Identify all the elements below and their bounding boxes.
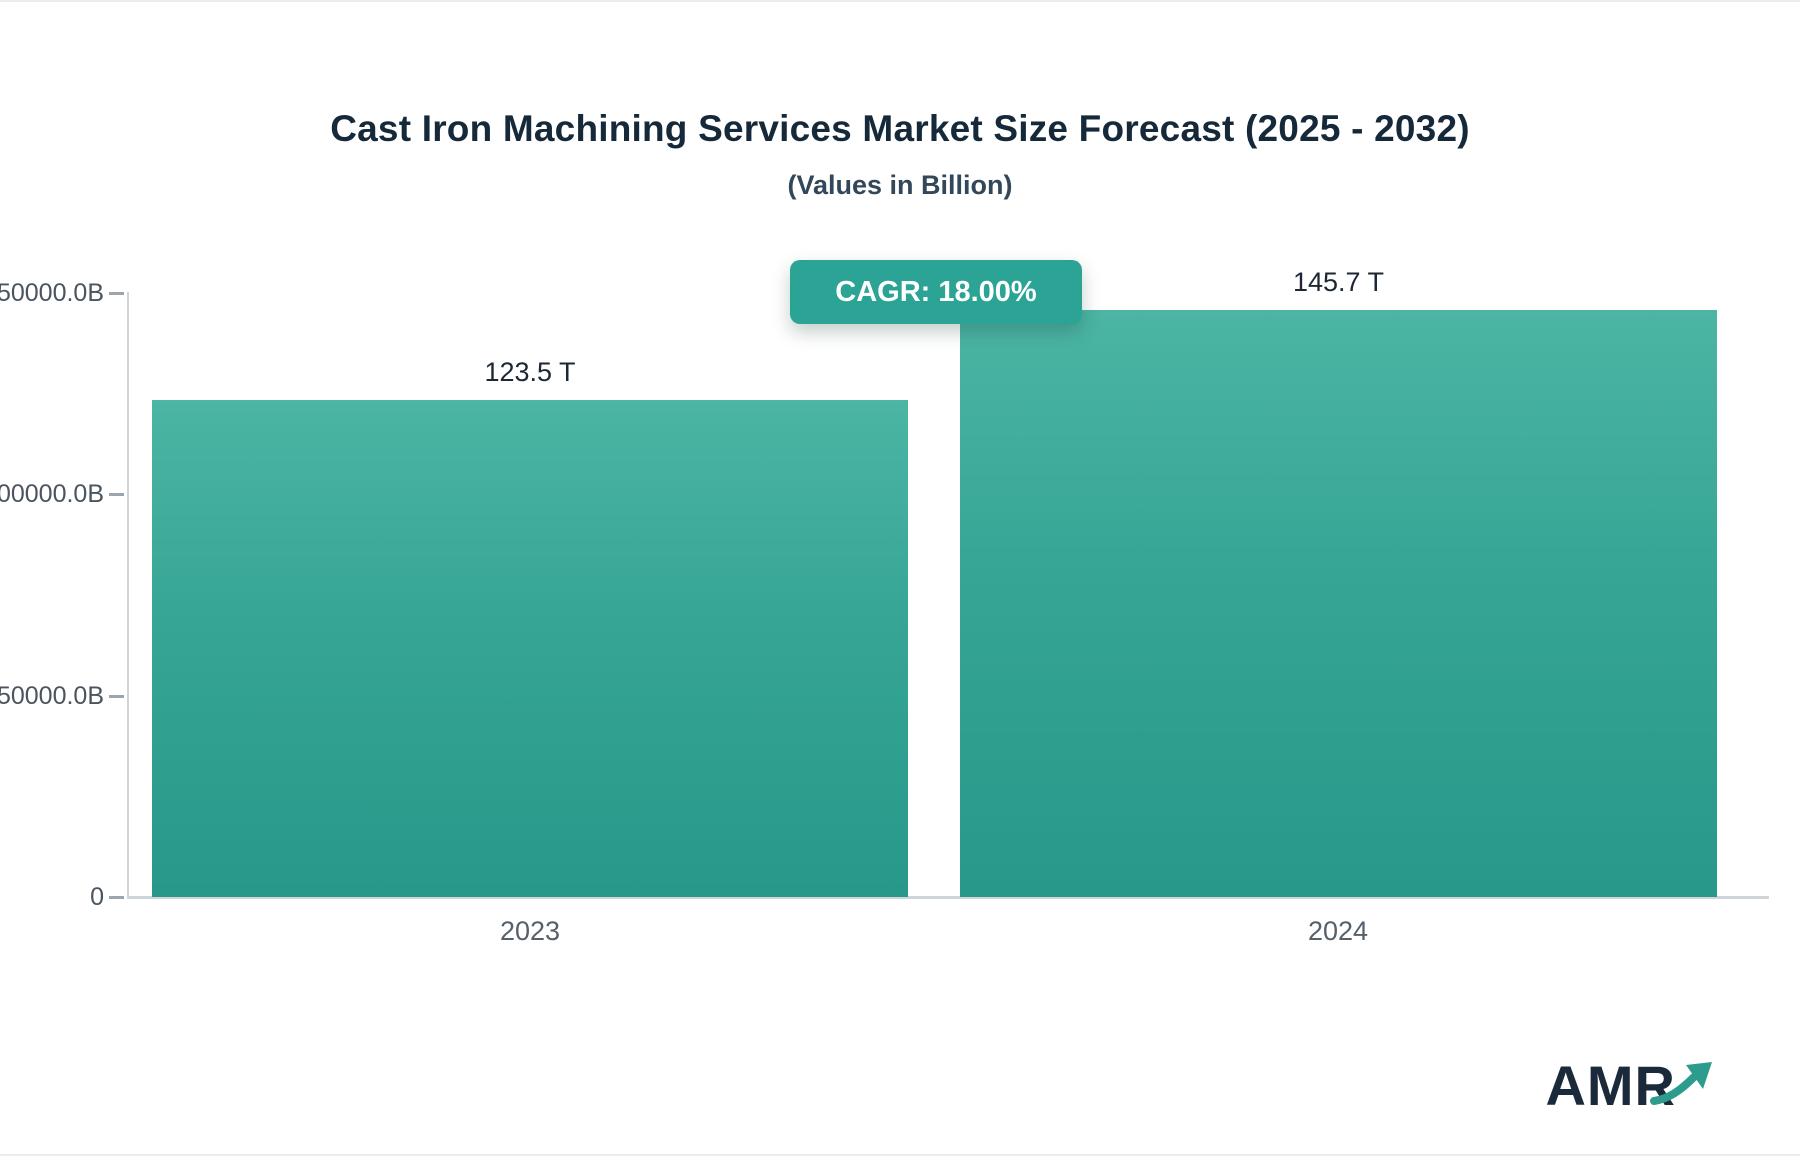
x-axis-line [127,896,1769,899]
page-border-bottom [0,1154,1800,1156]
x-tick-label-2024: 2024 [1307,916,1369,946]
bar-group-2023: 123.5 T [152,357,908,897]
y-tick-label: 100000.0B [0,480,104,509]
chart-subtitle: (Values in Billion) [787,170,1013,200]
y-axis-line [127,292,129,898]
amr-logo-arrow-icon [1650,1061,1714,1112]
y-tick-mark [109,896,124,899]
cagr-badge: CAGR: 18.00% [790,260,1082,324]
y-tick-mark [109,493,124,497]
y-tick-label: 50000.0B [0,681,104,710]
y-tick-label: 0 [90,883,104,911]
bar-2023 [152,399,908,897]
bar-group-2024: 145.7 T [960,267,1717,897]
bar-value-label: 145.7 T [1292,267,1385,298]
y-tick-label: 150000.0B [0,279,104,307]
chart-title: Cast Iron Machining Services Market Size… [330,108,1470,149]
bar-value-label: 123.5 T [484,356,576,387]
x-tick-label-2023: 2023 [499,916,561,946]
y-tick-mark [109,694,124,698]
amr-logo: AMR [1545,1058,1714,1114]
page-border-top [0,0,1800,2]
cagr-badge-label: CAGR: 18.00% [835,275,1037,308]
y-tick-mark [109,292,124,295]
bar-2024 [960,310,1717,897]
